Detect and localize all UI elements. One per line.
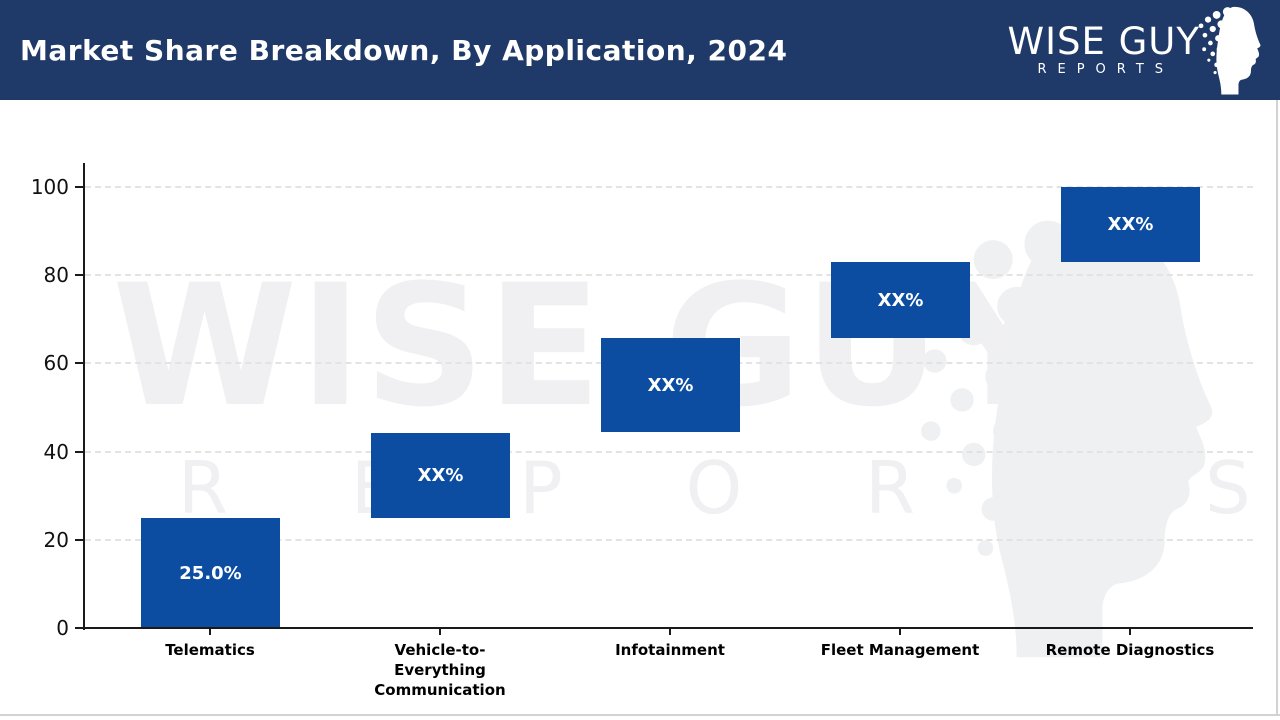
y-tick-label: 20 bbox=[43, 528, 69, 552]
y-tick bbox=[75, 274, 83, 276]
x-category-label: Remote Diagnostics bbox=[1045, 641, 1215, 659]
bar-segment: XX% bbox=[371, 433, 510, 518]
y-tick-label: 60 bbox=[43, 351, 69, 375]
bar-value-label: 25.0% bbox=[179, 562, 242, 584]
bar-value-label: XX% bbox=[877, 289, 924, 311]
y-tick-label: 40 bbox=[43, 440, 69, 464]
logo-wordmark: WISE GUY bbox=[1007, 20, 1200, 63]
header-bar: Market Share Breakdown, By Application, … bbox=[0, 0, 1280, 100]
x-tick bbox=[669, 629, 671, 635]
y-tick-label: 100 bbox=[30, 175, 69, 199]
x-tick bbox=[439, 629, 441, 635]
bar-value-label: XX% bbox=[647, 374, 694, 396]
wise-guy-logo: WISE GUY REPORTS bbox=[1008, 4, 1280, 96]
x-category-label: Fleet Management bbox=[820, 641, 980, 659]
y-tick-label: 80 bbox=[43, 263, 69, 287]
x-axis-line bbox=[83, 627, 1253, 629]
bar-segment: XX% bbox=[831, 262, 970, 338]
x-tick bbox=[899, 629, 901, 635]
bar-value-label: XX% bbox=[1107, 214, 1154, 235]
logo-text: WISE GUY REPORTS bbox=[1007, 20, 1200, 78]
logo-head bbox=[1186, 4, 1266, 96]
page-right-border bbox=[1276, 100, 1278, 716]
gridline-40 bbox=[85, 451, 1253, 453]
gridline-100 bbox=[85, 186, 1253, 188]
x-category-label: Infotainment bbox=[615, 641, 725, 659]
x-category-label: Vehicle-to- Everything Communication bbox=[374, 641, 506, 699]
bar-segment: XX% bbox=[1061, 187, 1200, 262]
bar-segment: 25.0% bbox=[141, 518, 280, 628]
y-tick bbox=[75, 362, 83, 364]
x-tick bbox=[209, 629, 211, 635]
page-title: Market Share Breakdown, By Application, … bbox=[20, 33, 788, 67]
x-category-label: Telematics bbox=[165, 641, 255, 659]
y-tick bbox=[75, 627, 83, 629]
y-tick-label: 0 bbox=[56, 616, 69, 640]
x-tick bbox=[1129, 629, 1131, 635]
y-tick bbox=[75, 539, 83, 541]
head-silhouette-icon bbox=[1198, 6, 1261, 95]
page-bottom-border bbox=[0, 714, 1280, 716]
bar-segment: XX% bbox=[601, 338, 740, 432]
bar-value-label: XX% bbox=[417, 465, 464, 486]
y-axis-line bbox=[83, 163, 85, 630]
gridline-20 bbox=[85, 539, 1253, 541]
y-tick bbox=[75, 451, 83, 453]
gridline-80 bbox=[85, 274, 1253, 276]
logo-reports: REPORTS bbox=[1037, 62, 1175, 77]
y-tick bbox=[75, 186, 83, 188]
